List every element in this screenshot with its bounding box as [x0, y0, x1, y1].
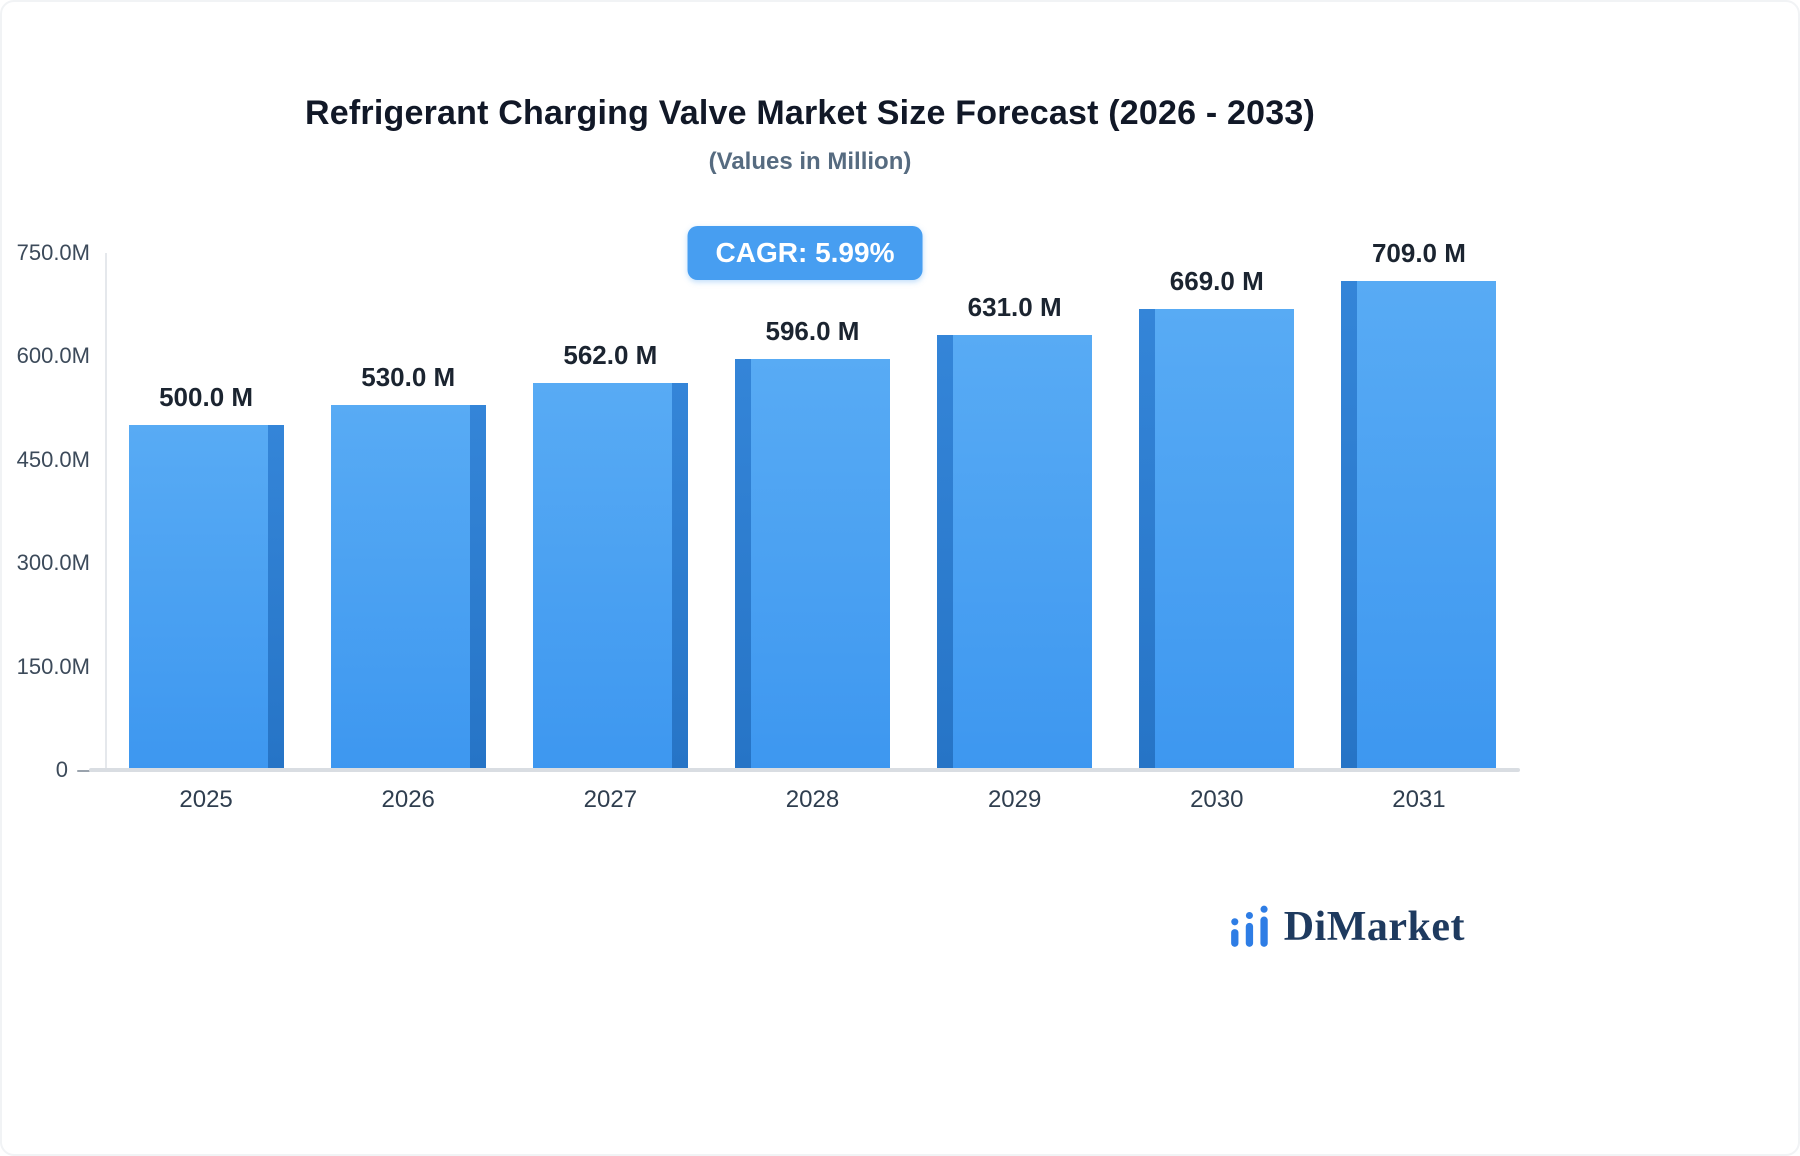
y-tick-label: 300.0M: [16, 550, 90, 576]
bar-group: 562.0 M: [509, 253, 711, 770]
x-axis: 2025 2026 2027 2028 2029 2030 2031: [105, 786, 1520, 814]
bar-value-label: 500.0 M: [159, 382, 254, 413]
x-tick-label: 2030: [1190, 786, 1244, 813]
logo-bar-chart-icon: [1228, 904, 1274, 950]
x-tick-label: 2026: [381, 786, 435, 813]
x-axis-line: [89, 768, 1520, 772]
zero-tick-mark: [77, 770, 90, 773]
bar-group: 530.0 M: [307, 253, 509, 770]
bar-value-label: 709.0 M: [1371, 238, 1466, 269]
bar-3d-side: [937, 335, 954, 770]
chart-subtitle: (Values in Million): [708, 148, 912, 175]
y-tick-label: 450.0M: [16, 446, 90, 472]
y-tick-label: 750.0M: [16, 240, 90, 265]
bar-3d-side: [1139, 308, 1156, 770]
bar-group: 596.0 M: [711, 253, 913, 770]
bar: [937, 335, 1093, 770]
bar-3d-side: [734, 359, 751, 770]
logo-text: DiMarket: [1283, 904, 1465, 950]
bar-value-label: 530.0 M: [361, 361, 456, 392]
y-axis-line: [105, 253, 107, 770]
y-tick-label: 0: [56, 757, 90, 783]
bar-group: 500.0 M: [105, 253, 307, 770]
x-tick-label: 2028: [785, 786, 840, 813]
plot-area: 500.0 M 530.0 M 562.0 M 596.0 M 631.0 M …: [89, 238, 1520, 772]
bar-value-label: 562.0 M: [563, 339, 658, 370]
bar-group: 631.0 M: [914, 253, 1116, 770]
bar: [532, 382, 688, 770]
bar: [1341, 281, 1497, 770]
y-tick-label: 150.0M: [16, 653, 90, 679]
bar: [128, 425, 284, 770]
y-axis: 750.0M 600.0M 450.0M 300.0M 150.0M 0: [0, 240, 90, 782]
bars-container: 500.0 M 530.0 M 562.0 M 596.0 M 631.0 M …: [105, 238, 1520, 770]
x-tick-label: 2025: [179, 786, 233, 813]
bar-3d-side: [469, 404, 486, 770]
chart-title: Refrigerant Charging Valve Market Size F…: [305, 94, 1315, 132]
bar-3d-side: [267, 425, 284, 770]
x-tick-label: 2027: [583, 786, 638, 813]
bar-group: 709.0 M: [1318, 238, 1520, 770]
bar-3d-side: [671, 382, 688, 770]
cagr-badge: CAGR: 5.99%: [687, 226, 923, 280]
bar: [1139, 308, 1295, 770]
bar-value-label: 669.0 M: [1169, 265, 1264, 296]
bar-value-label: 596.0 M: [765, 316, 860, 347]
bar-3d-side: [1341, 281, 1358, 770]
bar-group: 669.0 M: [1116, 253, 1318, 770]
bar: [734, 359, 890, 770]
bar: [330, 404, 486, 770]
bar-value-label: 631.0 M: [967, 292, 1062, 323]
x-tick-label: 2029: [987, 786, 1042, 813]
logo: DiMarket: [1228, 903, 1465, 951]
x-tick-label: 2031: [1392, 786, 1446, 813]
y-tick-label: 600.0M: [16, 343, 90, 369]
